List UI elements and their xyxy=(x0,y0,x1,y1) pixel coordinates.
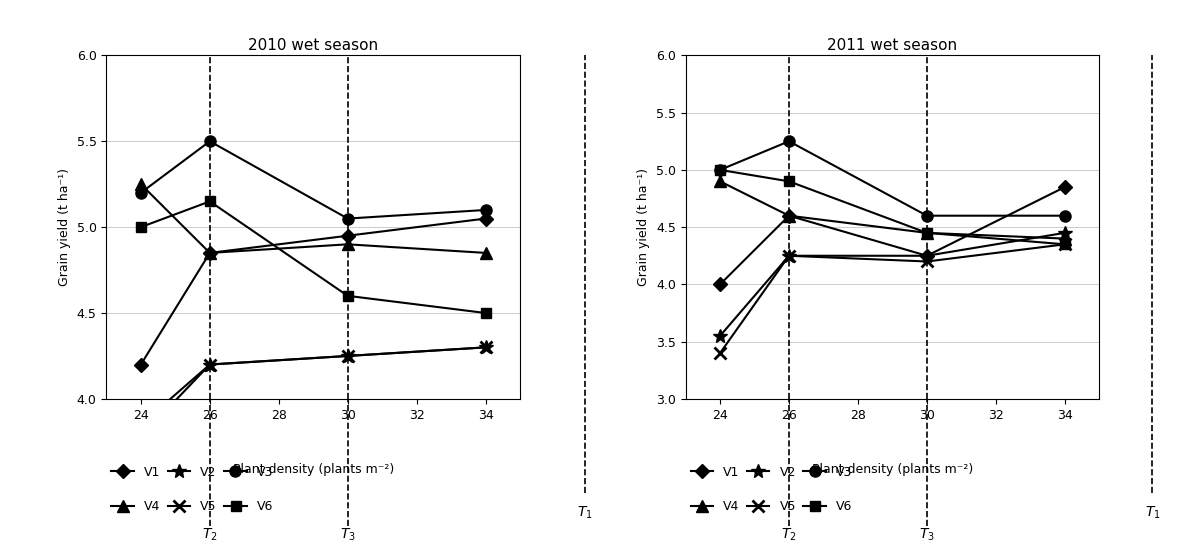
Legend: V4, V5, V6: V4, V5, V6 xyxy=(106,495,278,518)
Text: $T_2$: $T_2$ xyxy=(202,526,217,543)
Y-axis label: Grain yield (t ha⁻¹): Grain yield (t ha⁻¹) xyxy=(58,168,71,286)
Text: Plant density (plants m⁻²): Plant density (plants m⁻²) xyxy=(233,463,394,475)
Text: $T_2$: $T_2$ xyxy=(781,526,797,543)
Text: $T_3$: $T_3$ xyxy=(918,526,935,543)
Title: 2010 wet season: 2010 wet season xyxy=(248,38,378,53)
Legend: V4, V5, V6: V4, V5, V6 xyxy=(686,495,857,518)
Text: $T_3$: $T_3$ xyxy=(339,526,356,543)
Y-axis label: Grain yield (t ha⁻¹): Grain yield (t ha⁻¹) xyxy=(637,168,650,286)
Text: $T_1$: $T_1$ xyxy=(1144,504,1161,521)
Text: Plant density (plants m⁻²): Plant density (plants m⁻²) xyxy=(812,463,973,475)
Text: $T_1$: $T_1$ xyxy=(577,504,593,521)
Title: 2011 wet season: 2011 wet season xyxy=(827,38,957,53)
